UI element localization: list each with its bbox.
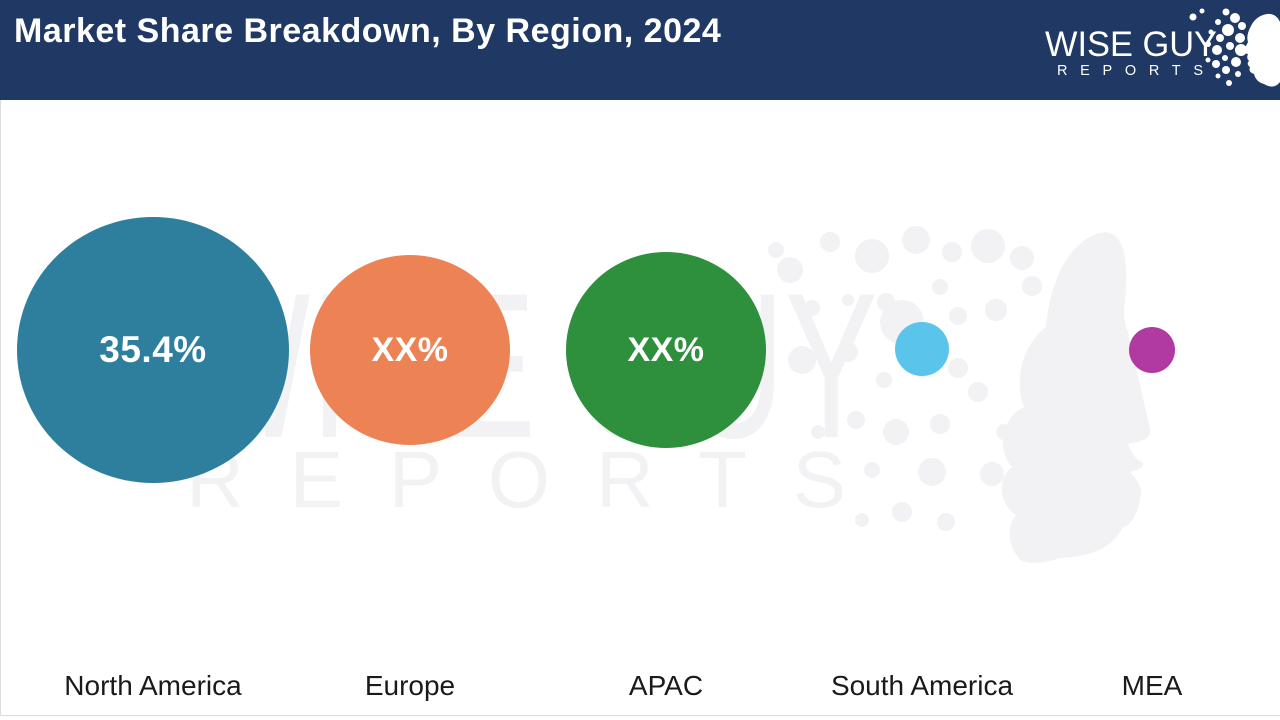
category-label-north-america: North America [64, 670, 242, 701]
logo-wordmark: WISE GUY [1045, 25, 1217, 64]
bubble-mea [1129, 327, 1175, 373]
brand-logo: WISE GUY REPORTS [1045, 8, 1280, 87]
header-bar: Market Share Breakdown, By Region, 2024 … [0, 0, 1280, 100]
bubble-value-label-europe: XX% [371, 330, 449, 369]
watermark-brain-dots [768, 226, 1042, 531]
bubble-apac: XX% [566, 252, 766, 448]
category-label-apac: APAC [628, 670, 704, 701]
category-label-europe: Europe [364, 670, 456, 701]
logo-head-profile-icon [1243, 13, 1280, 87]
logo-brain-dots [1189, 8, 1247, 86]
bubble-value-label-north-america: 35.4% [99, 329, 207, 370]
page-title: Market Share Breakdown, By Region, 2024 [14, 12, 722, 50]
bubble-europe: XX% [310, 255, 510, 445]
bubble-south-america [895, 322, 949, 376]
bubble-value-label-apac: XX% [627, 330, 705, 369]
category-label-mea: MEA [1121, 670, 1183, 701]
bubble-north-america: 35.4% [17, 217, 289, 483]
plot-border-bottom [0, 715, 1280, 716]
category-label-south-america: South America [830, 670, 1014, 701]
watermark-reports-text: REPORTS [186, 435, 846, 524]
logo-reports-text: REPORTS [1057, 63, 1203, 79]
plot-border-left [0, 100, 1, 716]
watermark-head-profile-icon [1001, 232, 1151, 563]
